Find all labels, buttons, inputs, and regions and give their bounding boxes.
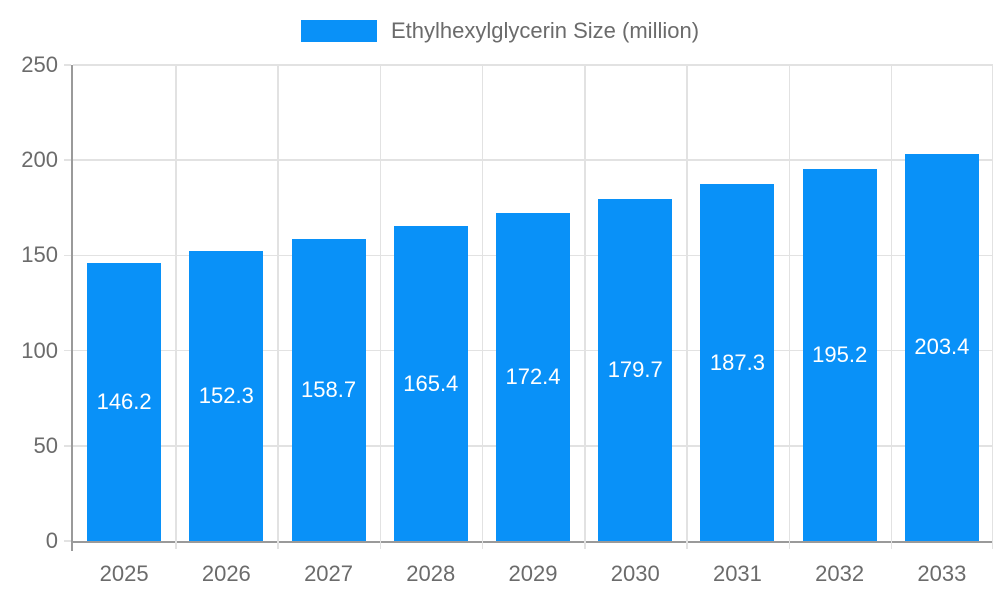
- y-gridline: [73, 64, 993, 66]
- x-tick-mark: [991, 541, 993, 549]
- x-gridline: [584, 65, 586, 541]
- x-axis-tick-label: 2033: [917, 561, 967, 586]
- x-gridline: [481, 65, 484, 541]
- x-gridline: [686, 65, 688, 541]
- y-tick-mark: [64, 540, 71, 542]
- y-axis-tick-label: 0: [45, 528, 58, 553]
- x-axis-tick-label: 2025: [99, 561, 149, 586]
- x-gridline: [991, 65, 993, 541]
- x-gridline: [175, 65, 177, 541]
- y-tick-mark: [64, 349, 71, 352]
- bar-2026[interactable]: 152.3: [189, 251, 264, 541]
- bar-2030[interactable]: 179.7: [598, 198, 673, 541]
- x-gridline: [379, 65, 382, 541]
- bar-value-label: 146.2: [96, 388, 152, 414]
- y-tick-mark: [64, 159, 71, 161]
- x-tick-mark: [71, 541, 73, 549]
- x-tick-mark: [788, 541, 791, 549]
- bar-value-label: 172.4: [505, 363, 561, 389]
- legend-label: Ethylhexylglycerin Size (million): [390, 18, 700, 43]
- x-tick-mark: [481, 541, 484, 549]
- bar-2027[interactable]: 158.7: [291, 238, 366, 541]
- x-tick-mark: [175, 541, 177, 549]
- y-gridline: [73, 159, 993, 161]
- x-tick-mark: [584, 541, 586, 549]
- x-tick-mark: [686, 541, 688, 549]
- bar-value-label: 165.4: [403, 370, 459, 396]
- y-axis-tick-label: 50: [33, 432, 58, 458]
- x-axis-line: [71, 541, 993, 543]
- x-axis-tick-label: 2026: [201, 561, 251, 586]
- bar-value-label: 203.4: [914, 334, 970, 360]
- y-axis-tick-label: 200: [21, 147, 58, 173]
- y-axis-line: [71, 65, 73, 551]
- y-axis-tick-label: 100: [21, 337, 58, 363]
- x-axis-tick-label: 2027: [304, 561, 354, 586]
- x-axis-tick-label: 2031: [712, 561, 762, 586]
- x-tick-mark: [890, 541, 893, 549]
- x-tick-mark: [277, 541, 279, 549]
- y-tick-mark: [64, 254, 71, 257]
- y-tick-mark: [64, 64, 71, 66]
- bar-value-label: 152.3: [198, 383, 254, 409]
- bar-value-label: 187.3: [709, 349, 765, 375]
- bar-value-label: 158.7: [301, 376, 357, 402]
- x-gridline: [890, 65, 893, 541]
- legend: Ethylhexylglycerin Size (million): [0, 18, 1000, 44]
- x-axis-tick-label: 2032: [815, 561, 865, 586]
- bar-2033[interactable]: 203.4: [904, 153, 979, 541]
- legend-item[interactable]: Ethylhexylglycerin Size (million): [300, 18, 700, 44]
- bar-2031[interactable]: 187.3: [700, 184, 775, 541]
- plot-area: 0 50 100 150 200 250 146.2 2025 152.3 2026 158.7 20…: [21, 52, 993, 586]
- x-gridline: [277, 65, 279, 541]
- x-gridline: [788, 65, 791, 541]
- y-tick-mark: [64, 445, 71, 447]
- bar-2025[interactable]: 146.2: [87, 262, 162, 541]
- x-axis-tick-label: 2030: [610, 561, 660, 586]
- x-tick-mark: [379, 541, 382, 549]
- bar-value-label: 195.2: [812, 342, 868, 368]
- y-axis-tick-label: 250: [21, 52, 58, 77]
- bar-2032[interactable]: 195.2: [802, 169, 877, 541]
- legend-swatch: [300, 20, 377, 42]
- bar-2029[interactable]: 172.4: [496, 212, 570, 541]
- x-axis-tick-label: 2029: [508, 561, 558, 586]
- y-axis-tick-label: 150: [21, 242, 58, 268]
- x-axis-tick-label: 2028: [406, 561, 456, 586]
- bar-2028[interactable]: 165.4: [393, 226, 468, 541]
- bar-value-label: 179.7: [607, 356, 663, 382]
